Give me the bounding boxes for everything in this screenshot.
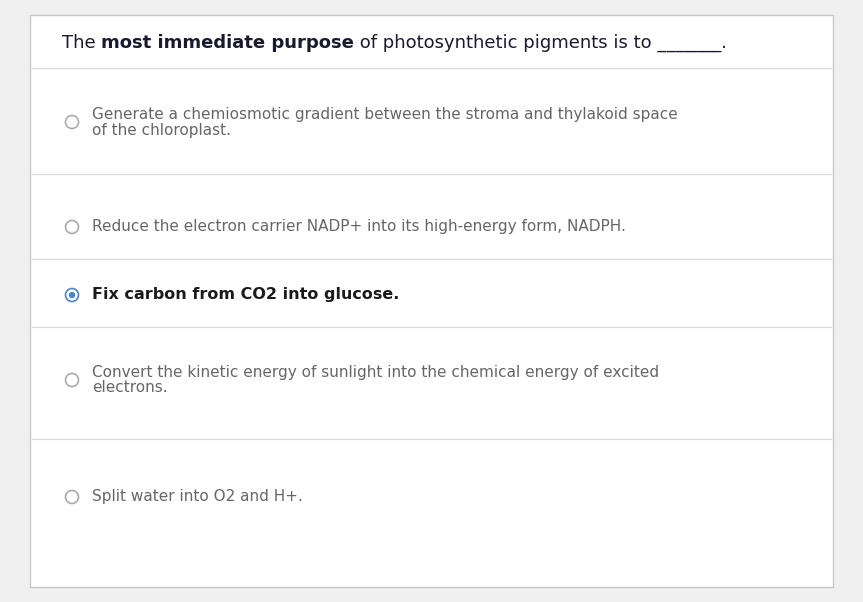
Text: of the chloroplast.: of the chloroplast. [92, 122, 231, 137]
Circle shape [66, 220, 79, 234]
Text: electrons.: electrons. [92, 380, 167, 396]
Circle shape [66, 116, 79, 128]
Circle shape [69, 292, 75, 298]
Text: Convert the kinetic energy of sunlight into the chemical energy of excited: Convert the kinetic energy of sunlight i… [92, 364, 659, 379]
Text: Generate a chemiosmotic gradient between the stroma and thylakoid space: Generate a chemiosmotic gradient between… [92, 107, 677, 122]
Text: Fix carbon from CO2 into glucose.: Fix carbon from CO2 into glucose. [92, 288, 400, 302]
Circle shape [66, 491, 79, 503]
Circle shape [66, 288, 79, 302]
Text: The: The [62, 34, 101, 52]
Text: Split water into O2 and H+.: Split water into O2 and H+. [92, 489, 303, 504]
Text: of photosynthetic pigments is to _______.: of photosynthetic pigments is to _______… [354, 34, 728, 52]
Text: most immediate purpose: most immediate purpose [101, 34, 354, 52]
Circle shape [66, 373, 79, 386]
Text: Reduce the electron carrier NADP+ into its high-energy form, NADPH.: Reduce the electron carrier NADP+ into i… [92, 220, 626, 235]
